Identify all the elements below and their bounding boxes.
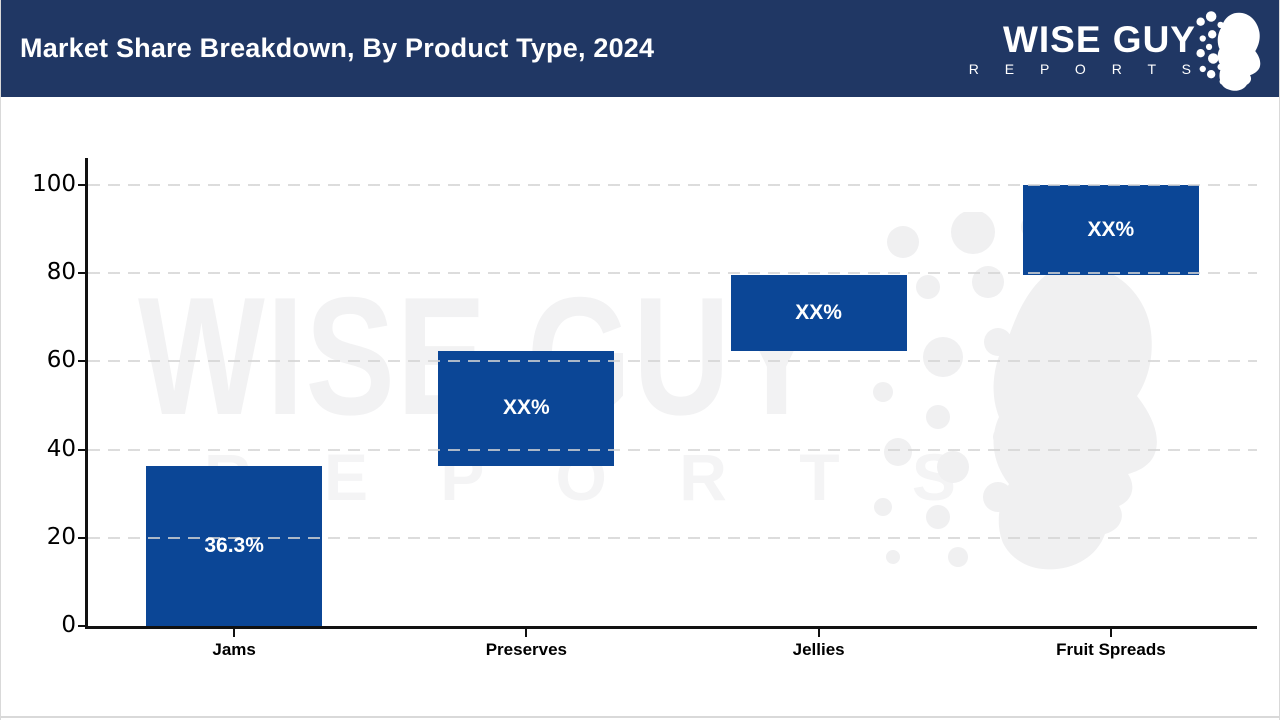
y-tick-label: 80 — [46, 259, 76, 286]
page-left-border — [0, 0, 1, 720]
gridline-20 — [88, 536, 1257, 539]
gridline-80 — [88, 272, 1257, 275]
x-axis-line — [85, 626, 1257, 629]
bar-value-label: 36.3% — [204, 533, 264, 557]
x-category-label: Fruit Spreads — [1056, 640, 1166, 659]
logo-face-profile-icon — [1196, 11, 1261, 91]
x-category-label: Preserves — [485, 640, 568, 659]
bar-value-label: XX% — [503, 396, 550, 420]
wiseguy-logo: WISE GUY R E P O R T S — [969, 4, 1268, 94]
x-category-label: Jams — [212, 640, 256, 659]
y-tick-label: 100 — [32, 171, 76, 197]
y-tick-mark — [78, 625, 86, 627]
gridline-60 — [88, 360, 1257, 363]
logo-sub-text: R E P O R T S — [968, 61, 1202, 77]
y-tick-mark — [78, 184, 86, 186]
logo-name-text: WISE GUY — [1002, 19, 1196, 60]
y-tick-label: 40 — [46, 435, 76, 462]
bar-preserves — [438, 350, 615, 466]
x-tick-mark — [233, 629, 236, 637]
y-tick-mark — [78, 360, 86, 363]
bar-value-label: XX% — [795, 301, 842, 325]
page-bottom-border — [0, 716, 1280, 718]
page-title: Market Share Breakdown, By Product Type,… — [20, 33, 655, 63]
y-tick-label: 20 — [46, 523, 76, 550]
y-tick-mark — [78, 448, 86, 451]
header-bar: Market Share Breakdown, By Product Type,… — [0, 0, 1280, 97]
gridline-100 — [88, 184, 1257, 186]
bar-jellies — [730, 275, 907, 351]
x-tick-mark — [1109, 629, 1112, 637]
y-tick-mark — [78, 536, 86, 539]
y-tick-label: 0 — [61, 612, 76, 638]
x-tick-mark — [525, 629, 528, 637]
bar-fruit-spreads — [1022, 185, 1199, 276]
x-tick-mark — [817, 629, 820, 637]
bar-value-label: XX% — [1087, 218, 1135, 242]
y-tick-label: 60 — [46, 347, 76, 374]
y-axis-line — [85, 158, 88, 629]
y-tick-mark — [78, 272, 86, 275]
bar-jams — [146, 465, 323, 626]
gridline-40 — [88, 448, 1257, 451]
x-category-label: Jellies — [792, 640, 845, 659]
